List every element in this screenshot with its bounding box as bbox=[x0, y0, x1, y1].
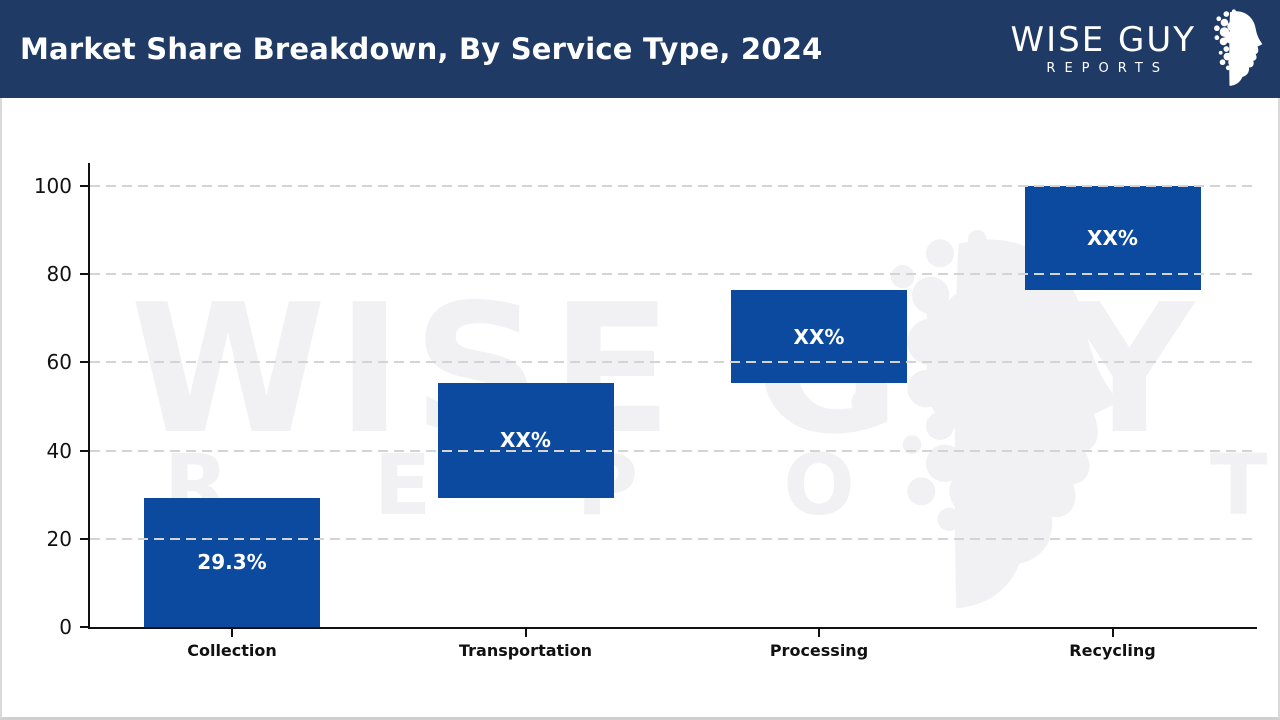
x-tick-label-recycling: Recycling bbox=[1069, 641, 1156, 660]
y-tick-label-20: 20 bbox=[46, 526, 72, 551]
bar-collection: 29.3% bbox=[144, 497, 320, 627]
bar-value-label: XX% bbox=[1087, 226, 1138, 251]
y-tick-label-100: 100 bbox=[33, 174, 72, 198]
x-tick-processing bbox=[818, 629, 820, 637]
brand-logo: WISE GUY REPORTS bbox=[1010, 6, 1266, 92]
x-tick-label-transportation: Transportation bbox=[458, 641, 593, 660]
bar-value-label: 29.3% bbox=[197, 550, 267, 575]
brand-subname: REPORTS bbox=[1046, 61, 1170, 76]
x-tick-label-collection: Collection bbox=[187, 641, 277, 660]
gridline-80 bbox=[90, 273, 1255, 276]
bar-transportation: XX% bbox=[437, 383, 614, 498]
x-tick-label-processing: Processing bbox=[769, 641, 869, 660]
y-tick-40 bbox=[80, 449, 88, 452]
y-tick-label-0: 0 bbox=[59, 615, 72, 639]
header-bar: Market Share Breakdown, By Service Type,… bbox=[0, 0, 1280, 98]
y-tick-100 bbox=[80, 185, 88, 187]
y-tick-60 bbox=[80, 361, 88, 364]
x-tick-recycling bbox=[1111, 629, 1114, 637]
brand-name: WISE GUY bbox=[1010, 20, 1196, 60]
gridline-60 bbox=[90, 361, 1255, 364]
y-tick-20 bbox=[80, 537, 88, 540]
bar-processing: XX% bbox=[731, 290, 907, 384]
gridline-20 bbox=[90, 537, 1255, 540]
axes-layer: 0 20 40 60 80 100 Collection Transportation Proc… bbox=[2, 98, 1278, 717]
bar-value-label: XX% bbox=[500, 428, 551, 453]
y-tick-label-40: 40 bbox=[46, 438, 72, 463]
gridline-100 bbox=[90, 185, 1255, 187]
y-axis-line bbox=[88, 163, 90, 629]
y-tick-label-60: 60 bbox=[46, 350, 72, 375]
page-title: Market Share Breakdown, By Service Type,… bbox=[20, 32, 823, 66]
gridline-40 bbox=[90, 449, 1255, 452]
bar-recycling: XX% bbox=[1024, 186, 1201, 291]
chart-area: WISE GUY R E P O R T S 29.3%XX%XX%XX% bbox=[0, 98, 1280, 720]
bar-value-label: XX% bbox=[793, 324, 845, 349]
y-tick-80 bbox=[80, 273, 88, 276]
y-tick-label-80: 80 bbox=[46, 262, 72, 287]
y-tick-0 bbox=[80, 626, 88, 628]
bar-layer: 29.3% XX% XX% XX% bbox=[2, 98, 1278, 717]
x-tick-collection bbox=[231, 629, 233, 637]
watermark-reports-text: R E P O R T S bbox=[164, 436, 1278, 534]
x-tick-transportation bbox=[524, 629, 527, 637]
grid-layer bbox=[2, 98, 1278, 717]
head-profile-icon bbox=[1214, 9, 1263, 86]
x-axis-line bbox=[88, 627, 1257, 629]
brand-logo-text: WISE GUY REPORTS bbox=[1010, 23, 1196, 75]
